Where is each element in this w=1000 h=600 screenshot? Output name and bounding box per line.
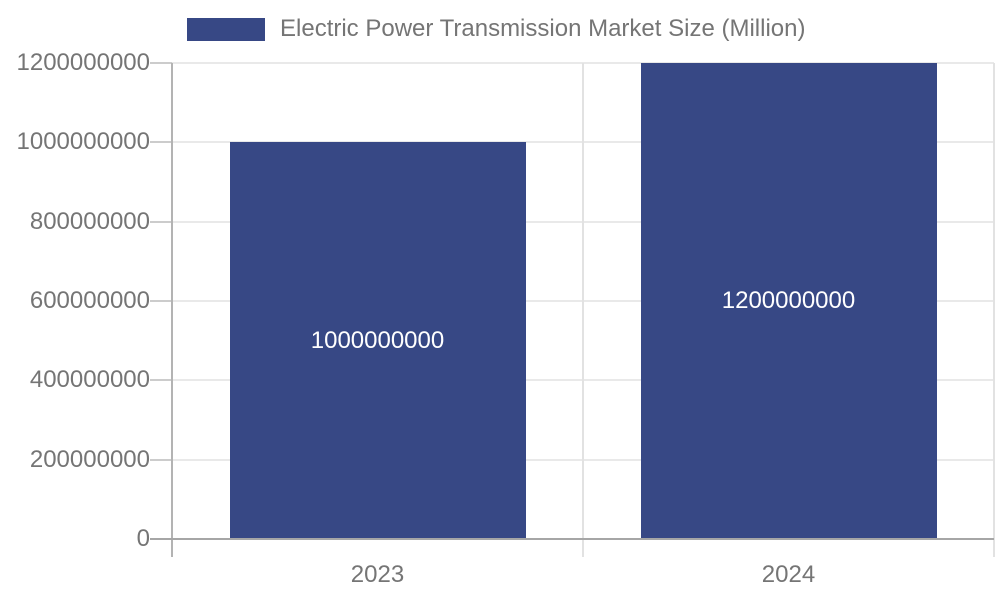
legend: Electric Power Transmission Market Size … xyxy=(187,14,805,44)
bar-value-label: 1000000000 xyxy=(310,326,445,354)
y-tick-label: 400000000 xyxy=(29,366,150,394)
y-tick-label: 600000000 xyxy=(29,287,150,314)
y-tick-mark xyxy=(150,220,172,223)
bar xyxy=(640,63,937,539)
bar xyxy=(229,142,526,539)
y-tick-label: 0 xyxy=(136,525,150,552)
y-tick-mark xyxy=(150,458,172,461)
y-tick-label: 800000000 xyxy=(29,207,150,235)
y-tick-mark xyxy=(150,300,172,302)
category-separator xyxy=(993,63,995,557)
x-axis-line xyxy=(150,538,994,540)
y-tick-mark xyxy=(150,379,172,382)
legend-label: Electric Power Transmission Market Size … xyxy=(280,15,806,42)
x-tick-label: 2024 xyxy=(761,561,816,588)
y-tick-label: 1000000000 xyxy=(16,128,150,156)
y-tick-label: 1200000000 xyxy=(16,49,150,76)
x-tick-label: 2023 xyxy=(350,561,405,588)
y-tick-mark xyxy=(150,62,172,64)
category-separator xyxy=(582,63,584,557)
y-tick-label: 200000000 xyxy=(29,445,150,473)
y-axis-spine xyxy=(171,63,173,557)
y-tick-mark xyxy=(150,141,172,144)
bar-value-label: 1200000000 xyxy=(721,287,856,314)
legend-swatch xyxy=(187,17,265,41)
